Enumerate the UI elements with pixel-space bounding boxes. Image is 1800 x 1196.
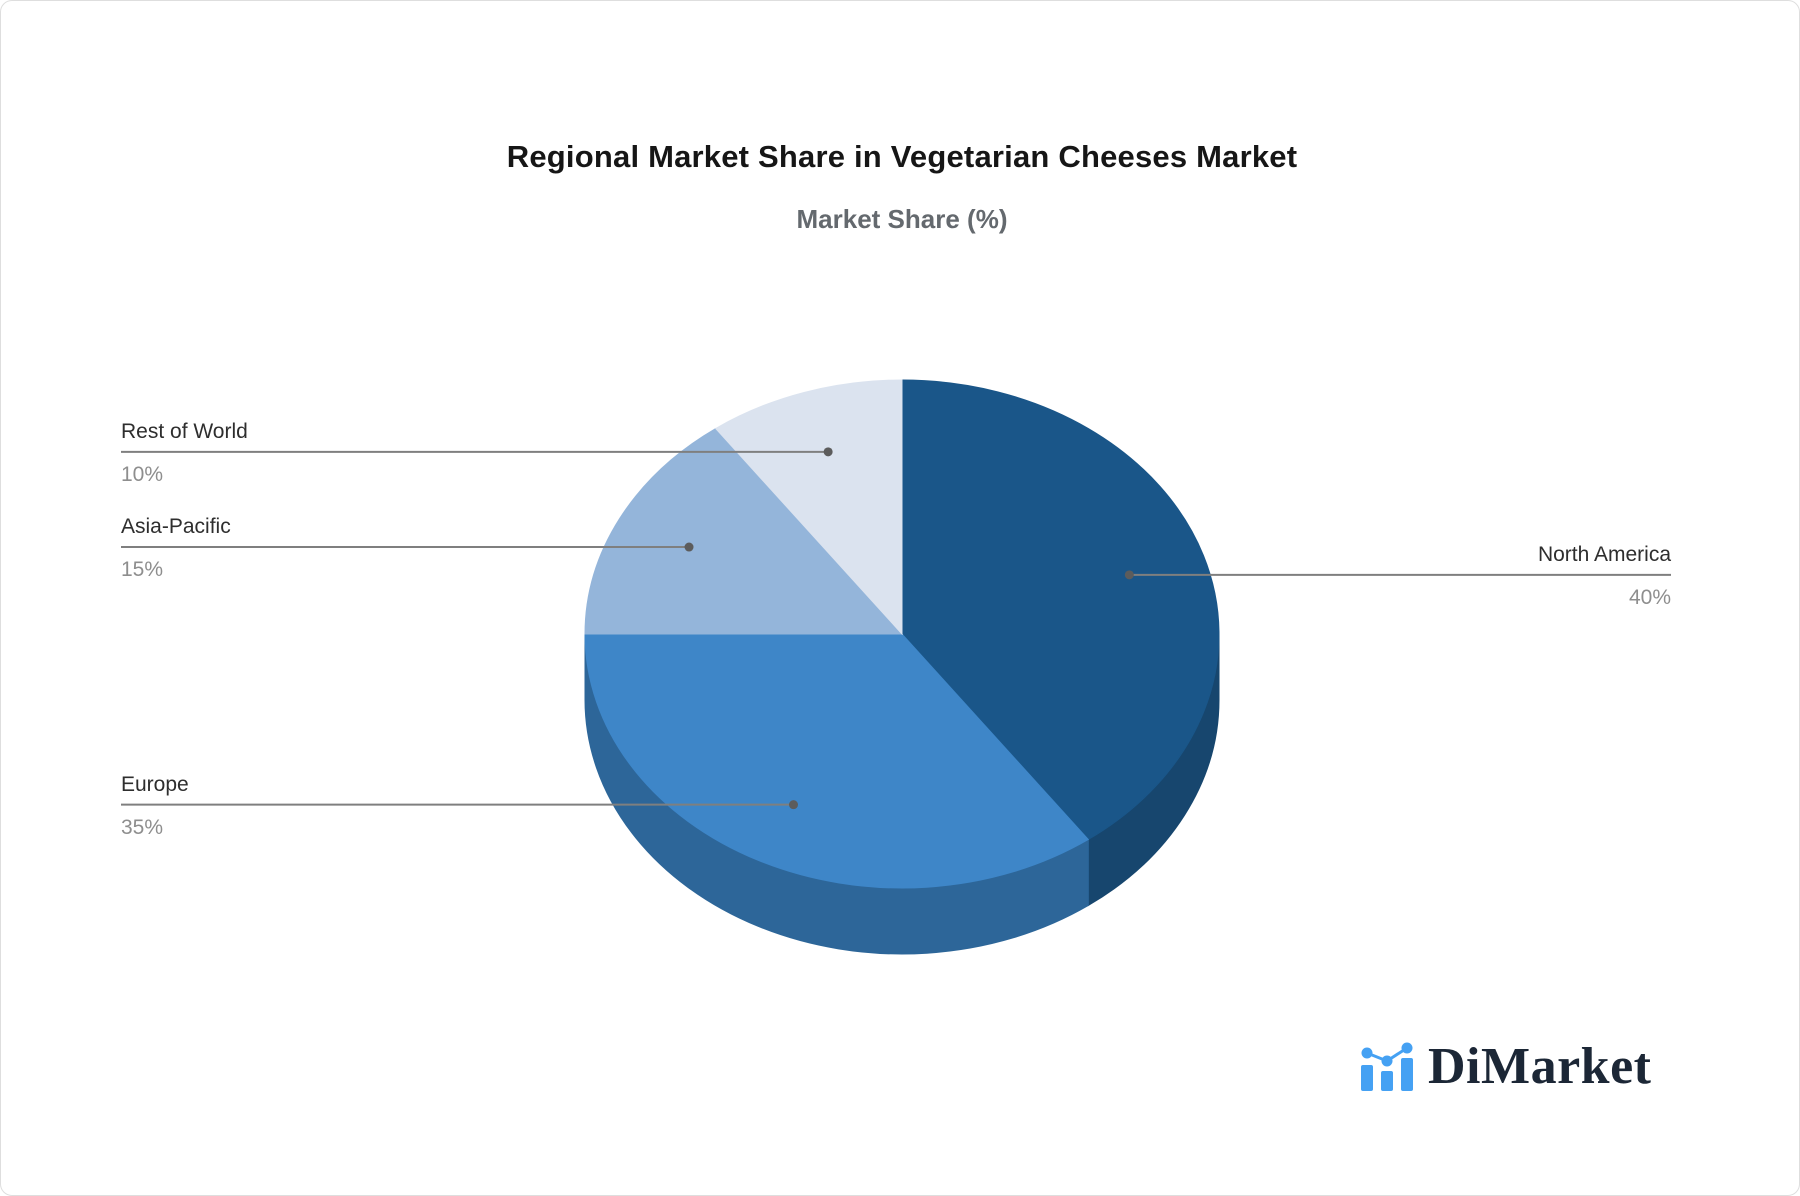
slice-label: North America bbox=[1537, 542, 1671, 566]
slice-label: Rest of World bbox=[121, 419, 248, 443]
slice-label: Asia-Pacific bbox=[121, 515, 231, 539]
brand-logo: DiMarket bbox=[1361, 1038, 1652, 1096]
slice-percent: 40% bbox=[1628, 585, 1671, 609]
chart-title: Regional Market Share in Vegetarian Chee… bbox=[506, 139, 1298, 174]
slice-percent: 35% bbox=[121, 815, 164, 839]
chart-subtitle: Market Share (%) bbox=[796, 204, 1008, 234]
brand-name: DiMarket bbox=[1428, 1038, 1652, 1096]
slice-percent: 10% bbox=[121, 462, 164, 486]
bar-chart-logo-icon bbox=[1361, 1042, 1413, 1091]
slice-percent: 15% bbox=[121, 558, 164, 582]
slice-label: Europe bbox=[121, 772, 189, 796]
